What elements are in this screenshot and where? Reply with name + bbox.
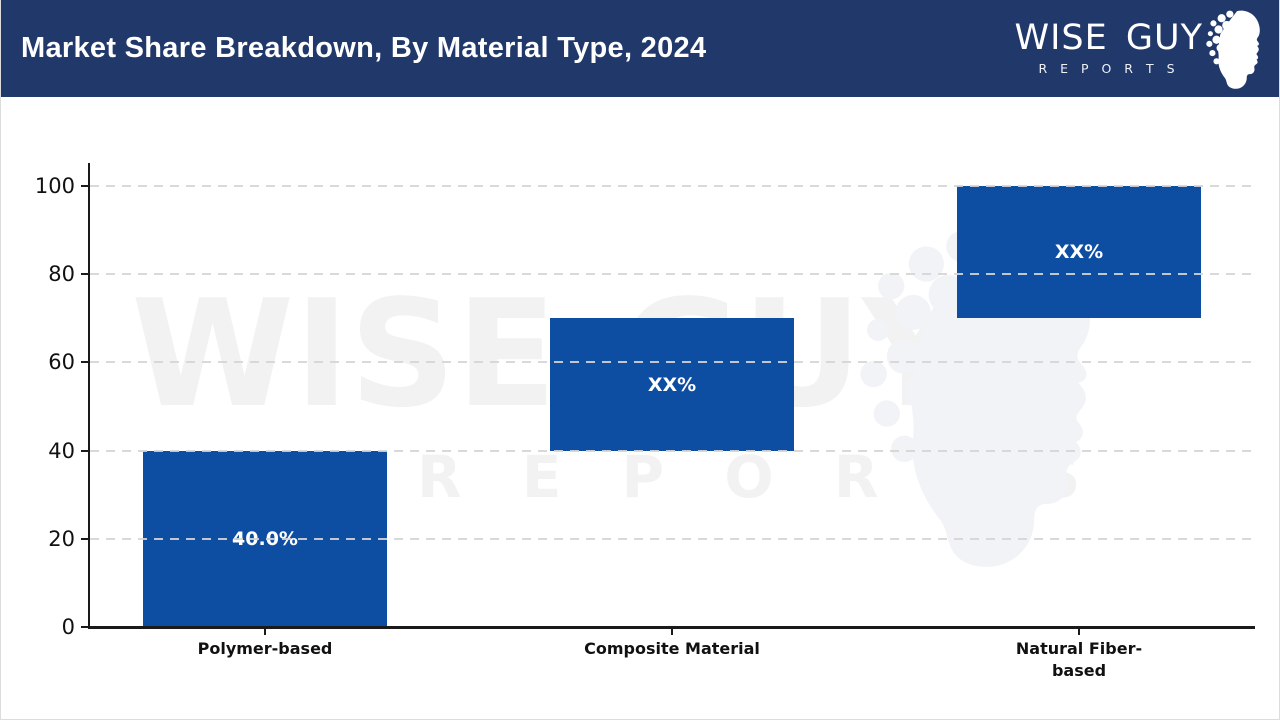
y-tick-label: 0 xyxy=(61,615,75,639)
logo-brand-text: WISE GUY xyxy=(1014,18,1203,58)
logo-subtitle-text: R E P O R T S xyxy=(1038,61,1180,76)
logo-text-block: WISE GUY R E P O R T S xyxy=(1014,18,1203,77)
y-tick-mark xyxy=(81,273,88,275)
y-tick-label: 80 xyxy=(48,262,75,286)
y-tick-mark xyxy=(81,361,88,363)
y-tick-label: 20 xyxy=(48,527,75,551)
gridline xyxy=(90,273,1254,275)
y-tick-label: 40 xyxy=(48,439,75,463)
x-category-label: Composite Material xyxy=(584,639,760,658)
header-banner: Market Share Breakdown, By Material Type… xyxy=(1,0,1279,97)
chart-title: Market Share Breakdown, By Material Type… xyxy=(21,32,707,64)
y-tick-label: 60 xyxy=(48,350,75,374)
bar-value-label: XX% xyxy=(647,373,697,396)
gridline xyxy=(90,361,1254,363)
bar-value-label: XX% xyxy=(1054,241,1104,263)
y-tick-mark xyxy=(81,450,88,452)
bar-segment: XX% xyxy=(957,186,1201,318)
y-tick-mark xyxy=(81,185,88,187)
x-tick-mark xyxy=(671,629,673,635)
y-axis-line xyxy=(88,163,90,629)
gridline xyxy=(90,538,1254,540)
x-category-label: Polymer-based xyxy=(197,639,333,658)
x-tick-mark xyxy=(264,629,266,635)
x-axis-line xyxy=(88,626,1255,629)
x-tick-mark xyxy=(1078,629,1080,635)
x-category-label: Natural Fiber- based xyxy=(1015,639,1143,680)
bar-segment: XX% xyxy=(550,318,794,451)
wiseguy-logo: WISE GUY R E P O R T S xyxy=(1014,8,1267,90)
y-tick-mark xyxy=(81,538,88,540)
y-tick-mark xyxy=(81,626,88,628)
gridline xyxy=(90,450,1254,452)
y-tick-label: 100 xyxy=(34,174,75,198)
dotted-face-icon xyxy=(1205,8,1267,90)
gridline xyxy=(90,185,1254,187)
